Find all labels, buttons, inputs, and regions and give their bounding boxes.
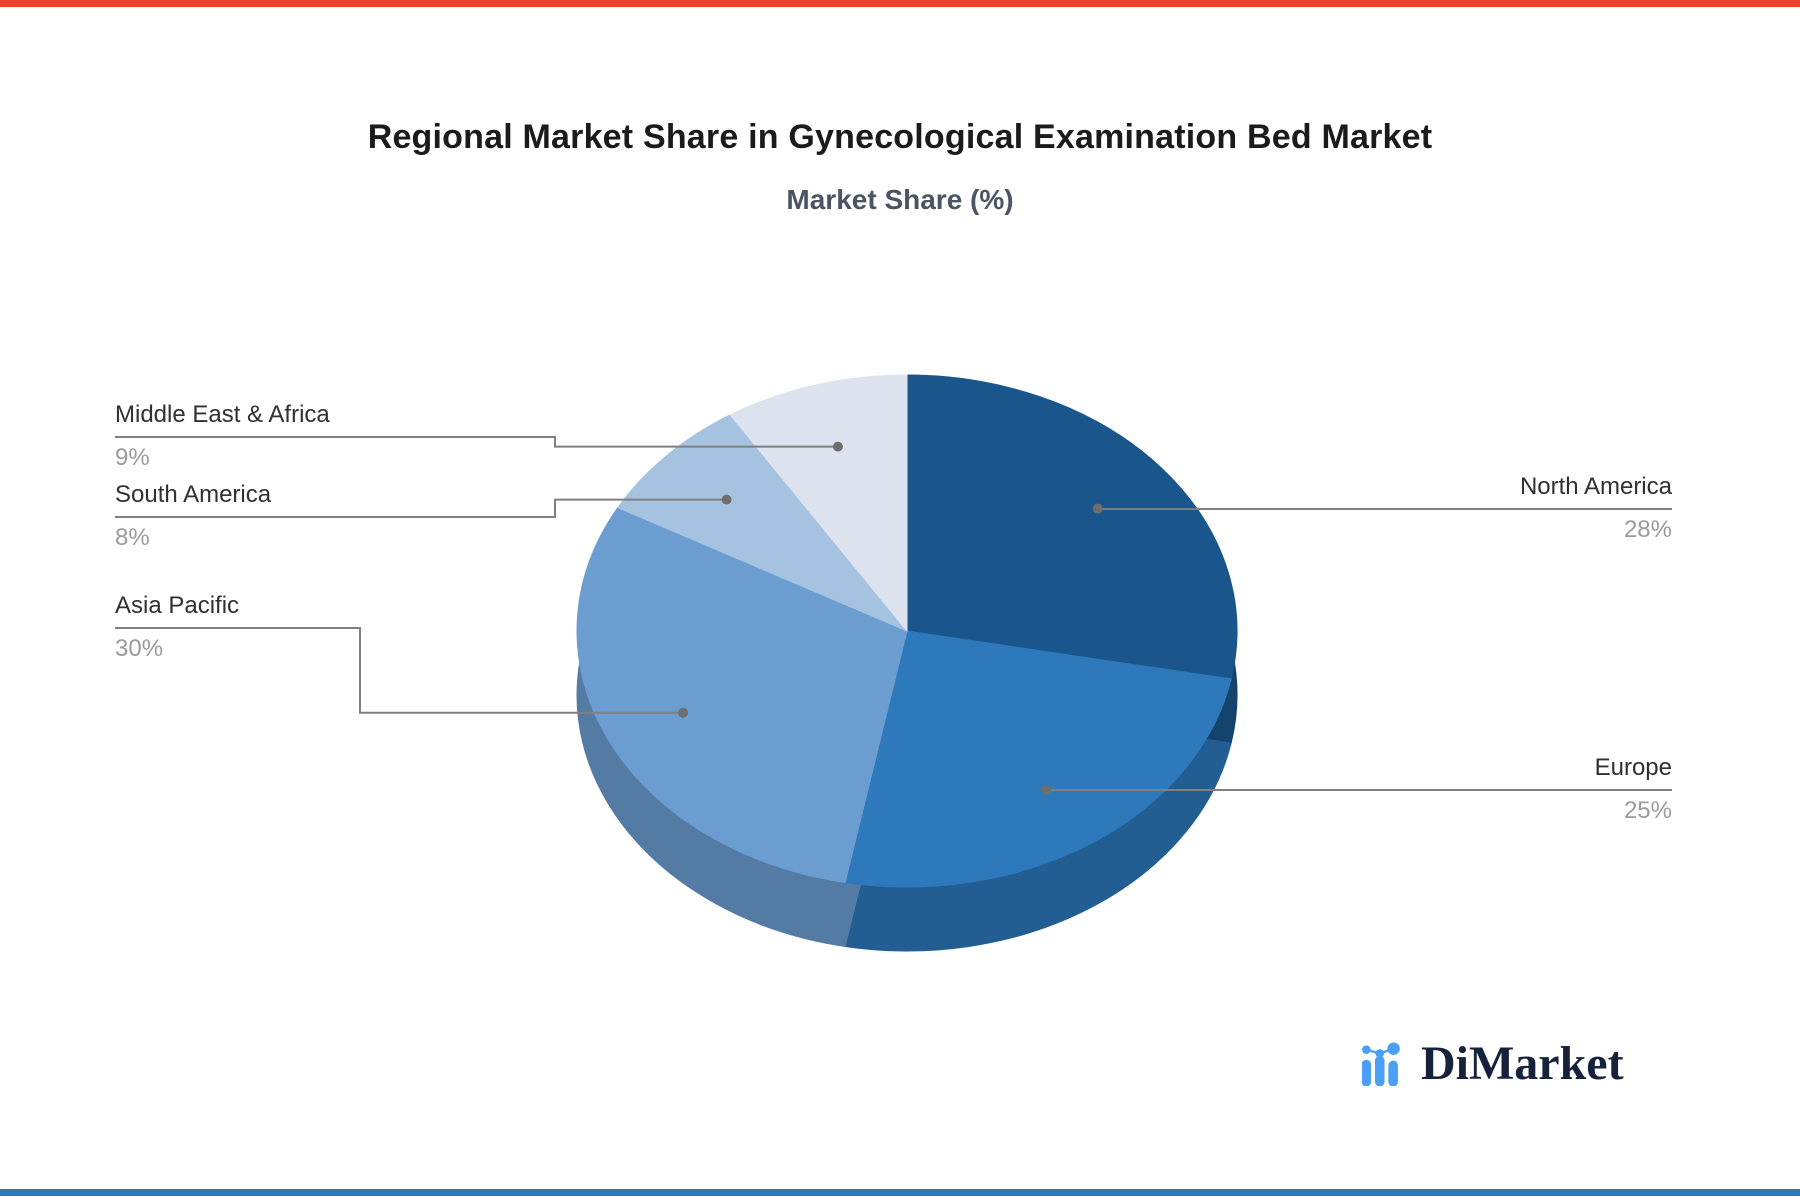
bar-chart-trend-icon: [1362, 1042, 1400, 1086]
connector-dot-0: [1092, 503, 1103, 514]
pie-slice-1: [844, 630, 1232, 888]
chart-title: Regional Market Share in Gynecological E…: [367, 118, 1433, 156]
pie-depth-sides: [576, 438, 1238, 952]
pie-slice-side-2: [576, 571, 908, 948]
pie-slice-side-1: [844, 694, 1232, 952]
slice-label-value: 9%: [115, 444, 150, 471]
slice-label-value: 30%: [115, 635, 164, 662]
pie-slice-side-3: [617, 478, 908, 696]
pie-slice-side-4: [729, 438, 908, 697]
connector-dot-4: [832, 441, 843, 452]
connector-dot-3: [721, 494, 732, 505]
pie-slice-4: [729, 374, 908, 633]
logo-text: DiMarket: [1421, 1037, 1624, 1090]
connector-dot-2: [678, 707, 689, 718]
top-accent-strip: [0, 0, 1800, 7]
slice-label-value: 8%: [115, 524, 150, 551]
slice-label-value: 28%: [1623, 516, 1672, 543]
slice-label-name: North America: [1519, 473, 1672, 500]
bottom-accent-strip: [0, 1189, 1800, 1196]
dimarket-logo: DiMarket: [1362, 1040, 1624, 1088]
pie-slice-side-0: [906, 438, 1238, 744]
pie-slice-3: [617, 414, 908, 632]
pie-top-faces: [576, 374, 1238, 888]
connector-dot-1: [1041, 784, 1052, 795]
pie-slice-2: [576, 507, 908, 884]
pie-slice-0: [906, 374, 1238, 680]
slice-label-value: 25%: [1623, 797, 1672, 824]
slice-label-name: Middle East & Africa: [115, 401, 330, 428]
chart-subtitle: Market Share (%): [786, 184, 1014, 215]
slice-label-name: Europe: [1594, 754, 1672, 781]
label-connector-2: [115, 627, 684, 714]
slice-label-name: Asia Pacific: [115, 592, 240, 619]
label-connector-4: [115, 436, 838, 448]
slice-label-name: South America: [115, 481, 272, 508]
label-connectors: [115, 436, 1672, 795]
